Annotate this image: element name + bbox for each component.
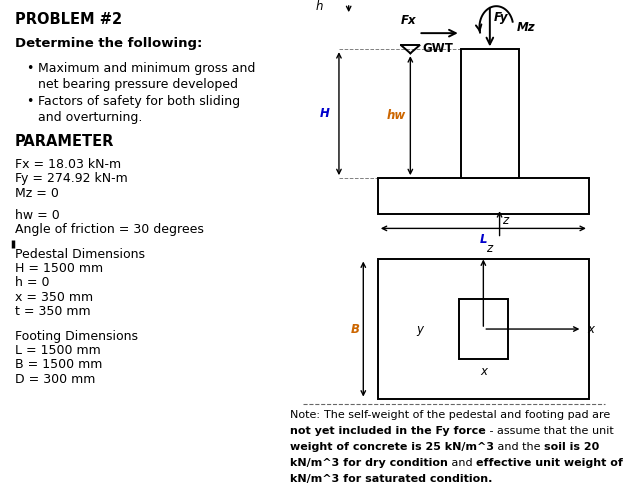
Text: Fy: Fy <box>494 11 508 24</box>
Text: The self-weight of the pedestal and footing pad are: The self-weight of the pedestal and foot… <box>324 410 610 420</box>
Text: weight of concrete is 25 kN/m^3: weight of concrete is 25 kN/m^3 <box>290 442 494 452</box>
Text: unit: unit <box>592 426 613 436</box>
Text: H = 1500 mm: H = 1500 mm <box>15 262 103 275</box>
Text: Determine the following:: Determine the following: <box>15 37 202 50</box>
Text: h = 0: h = 0 <box>15 276 49 289</box>
Text: Fx = 18.03 kN-m: Fx = 18.03 kN-m <box>15 158 121 171</box>
Text: Mz: Mz <box>517 20 536 34</box>
Bar <box>461 49 519 178</box>
Text: PARAMETER: PARAMETER <box>15 134 114 149</box>
Text: Angle of friction = 30 degrees: Angle of friction = 30 degrees <box>15 223 203 236</box>
Text: - assume that the: - assume that the <box>486 426 592 436</box>
Text: net bearing pressure developed: net bearing pressure developed <box>38 78 238 91</box>
Text: L: L <box>480 233 487 246</box>
Text: z: z <box>485 242 492 254</box>
Text: Maximum and minimum gross and: Maximum and minimum gross and <box>38 62 255 75</box>
Text: h: h <box>315 0 323 13</box>
Text: and overturning.: and overturning. <box>38 111 142 124</box>
Text: x: x <box>587 323 594 335</box>
Text: and: and <box>448 458 476 468</box>
Bar <box>378 178 589 214</box>
Text: GWT: GWT <box>422 42 454 55</box>
Bar <box>378 258 589 400</box>
Text: kN/m^3 for dry condition: kN/m^3 for dry condition <box>290 458 448 468</box>
Text: soil is 20: soil is 20 <box>544 442 600 452</box>
Text: hw: hw <box>386 109 406 122</box>
Text: effective unit weight of 10: effective unit weight of 10 <box>476 458 624 468</box>
Text: Fx: Fx <box>401 14 417 27</box>
Text: t = 350 mm: t = 350 mm <box>15 305 90 318</box>
Text: x: x <box>480 365 487 378</box>
Text: kN/m^3 for saturated condition.: kN/m^3 for saturated condition. <box>290 474 493 484</box>
Text: and the: and the <box>494 442 544 452</box>
Text: D = 300 mm: D = 300 mm <box>15 373 95 386</box>
Text: Note:: Note: <box>290 410 324 420</box>
Text: •: • <box>26 62 34 75</box>
Text: hw = 0: hw = 0 <box>15 209 60 222</box>
Text: B = 1500 mm: B = 1500 mm <box>15 358 102 371</box>
Text: B: B <box>351 323 360 335</box>
Text: not yet included in the Fy force: not yet included in the Fy force <box>290 426 486 436</box>
Text: Pedestal Dimensions: Pedestal Dimensions <box>15 248 145 260</box>
Text: Footing Dimensions: Footing Dimensions <box>15 330 138 342</box>
Text: Mz = 0: Mz = 0 <box>15 187 59 200</box>
Bar <box>459 299 508 359</box>
Text: z: z <box>502 214 509 227</box>
Text: x = 350 mm: x = 350 mm <box>15 291 93 304</box>
Text: •: • <box>26 95 34 108</box>
Text: H: H <box>319 107 329 120</box>
Text: PROBLEM #2: PROBLEM #2 <box>15 12 122 27</box>
Text: y: y <box>417 323 424 335</box>
Text: Factors of safety for both sliding: Factors of safety for both sliding <box>38 95 240 108</box>
Text: L = 1500 mm: L = 1500 mm <box>15 344 100 357</box>
Text: Fy = 274.92 kN-m: Fy = 274.92 kN-m <box>15 172 127 185</box>
